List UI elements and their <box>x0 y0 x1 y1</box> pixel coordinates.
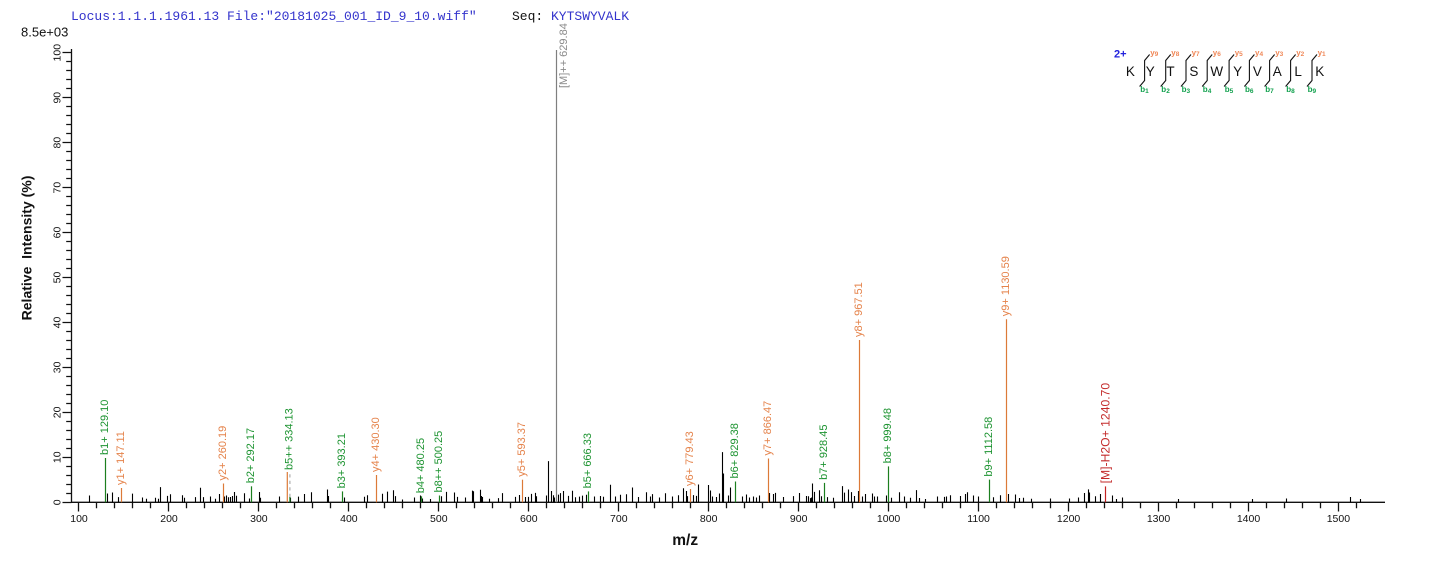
svg-text:1000: 1000 <box>877 513 901 525</box>
svg-text:b4+ 480.25: b4+ 480.25 <box>415 438 427 493</box>
svg-text:b5++ 334.13: b5++ 334.13 <box>283 408 295 470</box>
svg-text:b5+ 666.33: b5+ 666.33 <box>582 433 594 488</box>
svg-text:y1+ 147.11: y1+ 147.11 <box>115 431 127 485</box>
svg-text:b3: b3 <box>1182 85 1191 95</box>
svg-text:50: 50 <box>52 272 64 284</box>
svg-text:40: 40 <box>52 317 64 329</box>
svg-text:b6: b6 <box>1245 85 1254 95</box>
svg-text:b8++ 500.25: b8++ 500.25 <box>433 431 445 493</box>
svg-text:1200: 1200 <box>1057 513 1081 525</box>
svg-text:y1: y1 <box>1318 48 1326 58</box>
svg-text:30: 30 <box>52 361 64 373</box>
svg-text:8.5e+03: 8.5e+03 <box>21 25 68 40</box>
svg-text:S: S <box>1189 64 1198 79</box>
svg-text:1400: 1400 <box>1237 513 1261 525</box>
svg-text:900: 900 <box>790 513 808 525</box>
svg-text:800: 800 <box>700 513 718 525</box>
svg-text:KYTSWYVALK: KYTSWYVALK <box>551 9 629 24</box>
svg-text:y8+ 967.51: y8+ 967.51 <box>853 282 865 337</box>
svg-text:y3: y3 <box>1275 48 1283 58</box>
svg-text:b6+ 829.38: b6+ 829.38 <box>729 423 741 478</box>
svg-text:y4+ 430.30: y4+ 430.30 <box>370 417 382 472</box>
svg-text:b8+ 999.48: b8+ 999.48 <box>882 408 894 463</box>
svg-text:V: V <box>1253 64 1262 79</box>
svg-text:b1+ 129.10: b1+ 129.10 <box>99 400 111 455</box>
svg-text:L: L <box>1294 64 1302 79</box>
svg-text:m/z: m/z <box>672 532 698 549</box>
svg-text:100: 100 <box>70 513 88 525</box>
svg-text:b1: b1 <box>1140 85 1149 95</box>
svg-text:1100: 1100 <box>967 513 990 525</box>
svg-text:y9+ 1130.59: y9+ 1130.59 <box>1000 256 1012 316</box>
svg-text:T: T <box>1166 64 1174 79</box>
svg-text:200: 200 <box>160 513 178 525</box>
svg-text:y9: y9 <box>1150 48 1158 58</box>
svg-text:y5: y5 <box>1235 48 1243 58</box>
svg-text:1500: 1500 <box>1327 513 1351 525</box>
svg-text:b5: b5 <box>1225 85 1234 95</box>
svg-text:y2+ 260.19: y2+ 260.19 <box>217 426 229 481</box>
svg-text:K: K <box>1315 64 1324 79</box>
svg-text:90: 90 <box>52 92 64 104</box>
svg-text:W: W <box>1210 64 1223 79</box>
svg-text:10: 10 <box>52 451 64 463</box>
svg-text:60: 60 <box>52 227 64 239</box>
svg-text:b2+ 292.17: b2+ 292.17 <box>245 428 257 483</box>
svg-text:y4: y4 <box>1255 48 1263 58</box>
svg-text:Y: Y <box>1233 64 1242 79</box>
svg-text:[M]++ 629.84: [M]++ 629.84 <box>558 23 570 88</box>
svg-text:b7: b7 <box>1265 85 1274 95</box>
svg-text:b2: b2 <box>1161 85 1170 95</box>
svg-text:500: 500 <box>430 513 448 525</box>
svg-text:y6+ 779.43: y6+ 779.43 <box>684 431 696 486</box>
svg-text:0: 0 <box>52 499 64 505</box>
svg-text:Y: Y <box>1146 64 1155 79</box>
svg-text:y7: y7 <box>1192 48 1200 58</box>
svg-text:100: 100 <box>52 44 64 62</box>
svg-text:y2: y2 <box>1296 48 1304 58</box>
svg-text:70: 70 <box>52 182 64 194</box>
svg-text:b3+ 393.21: b3+ 393.21 <box>336 433 348 488</box>
svg-text:b9+ 1112.58: b9+ 1112.58 <box>983 417 995 477</box>
svg-text:y6: y6 <box>1213 48 1221 58</box>
svg-text:Relative Intensity (%): Relative Intensity (%) <box>19 176 35 321</box>
svg-text:Seq:: Seq: <box>512 9 543 24</box>
svg-text:80: 80 <box>52 137 64 149</box>
svg-text:20: 20 <box>52 406 64 418</box>
svg-text:b4: b4 <box>1203 85 1212 95</box>
svg-text:1300: 1300 <box>1147 513 1171 525</box>
svg-text:Locus:1.1.1.1961.13 File:"2018: Locus:1.1.1.1961.13 File:"20181025_001_I… <box>71 9 477 24</box>
svg-text:2+: 2+ <box>1114 49 1127 61</box>
svg-text:K: K <box>1126 64 1135 79</box>
svg-text:y5+ 593.37: y5+ 593.37 <box>516 422 528 477</box>
svg-text:b8: b8 <box>1286 85 1295 95</box>
svg-text:300: 300 <box>250 513 268 525</box>
svg-text:[M]-H2O+ 1240.70: [M]-H2O+ 1240.70 <box>1099 383 1113 484</box>
svg-text:b9: b9 <box>1308 85 1317 95</box>
svg-text:A: A <box>1273 64 1282 79</box>
svg-text:b7+ 928.45: b7+ 928.45 <box>818 425 830 480</box>
svg-text:400: 400 <box>340 513 358 525</box>
svg-text:600: 600 <box>520 513 538 525</box>
svg-text:y8: y8 <box>1171 48 1179 58</box>
svg-text:y7+ 866.47: y7+ 866.47 <box>762 401 774 456</box>
svg-text:700: 700 <box>610 513 628 525</box>
